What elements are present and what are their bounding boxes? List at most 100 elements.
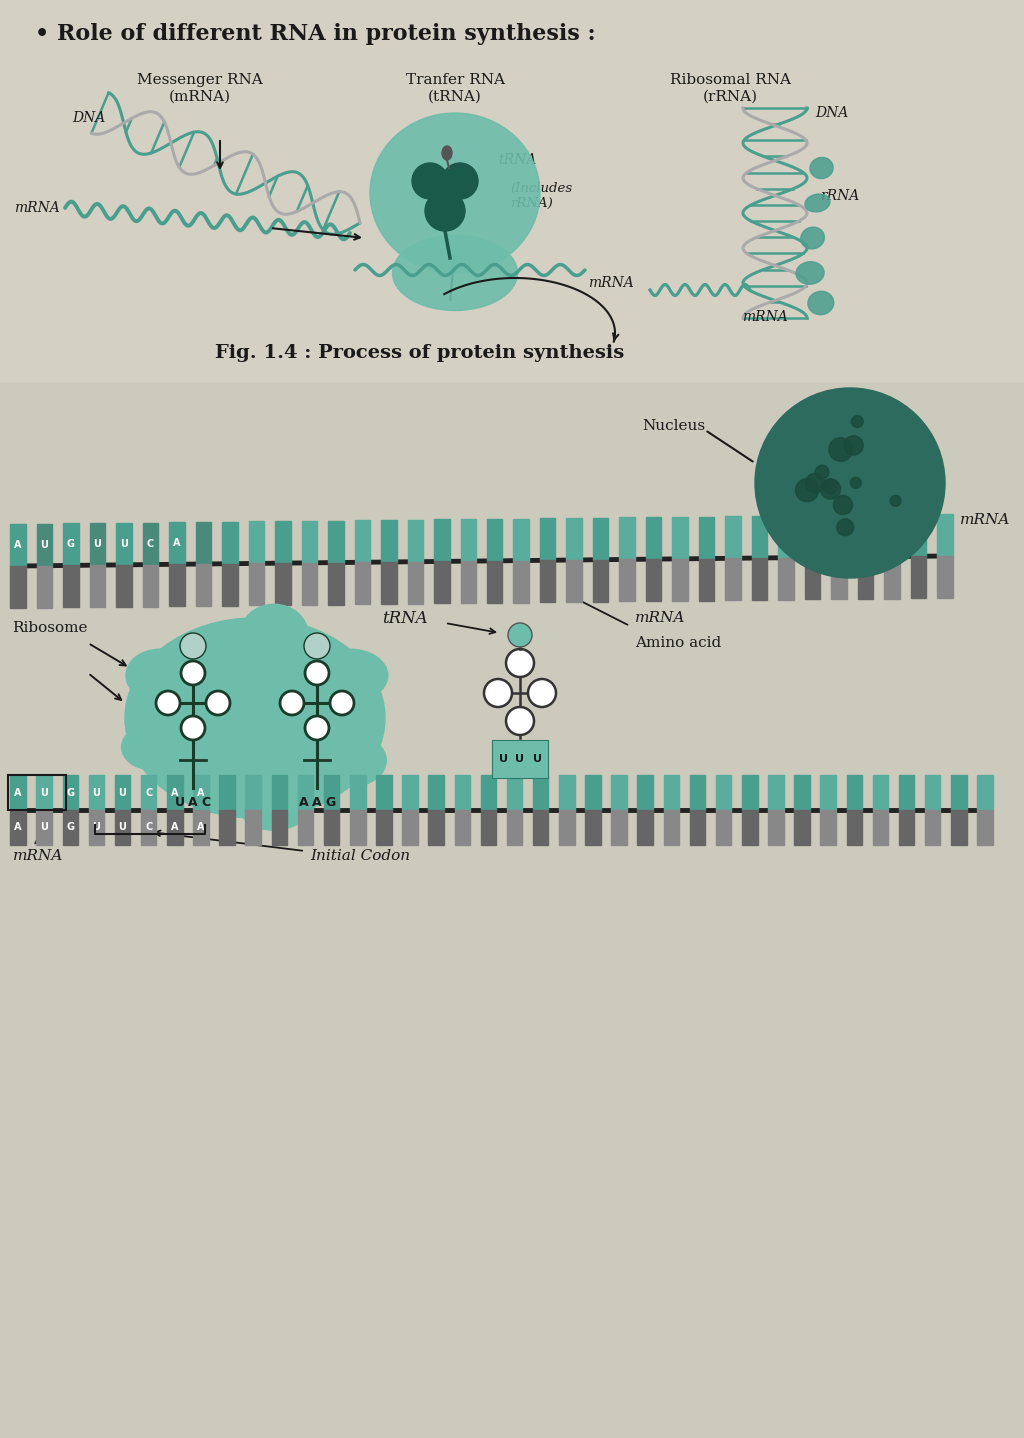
Bar [434, 519, 450, 561]
Ellipse shape [370, 114, 540, 273]
Bar [10, 567, 26, 608]
Bar [673, 516, 688, 559]
Bar [461, 561, 476, 603]
Bar [638, 775, 653, 810]
Text: G: G [67, 823, 75, 833]
Bar [673, 559, 688, 601]
Bar [858, 557, 873, 598]
Circle shape [850, 477, 861, 489]
Bar [872, 775, 888, 810]
Text: Nucleus: Nucleus [642, 418, 705, 433]
Bar [885, 515, 900, 557]
Ellipse shape [392, 236, 517, 311]
Bar [271, 775, 287, 810]
Bar [690, 810, 706, 846]
Bar [169, 564, 184, 607]
Circle shape [506, 707, 534, 735]
Circle shape [484, 679, 512, 707]
Bar [246, 810, 261, 846]
Text: mRNA: mRNA [635, 611, 685, 626]
Bar [324, 810, 339, 846]
Bar [540, 561, 555, 603]
Circle shape [181, 661, 205, 684]
Bar [586, 775, 601, 810]
Circle shape [206, 692, 230, 715]
Bar [768, 810, 783, 846]
Bar [513, 519, 529, 561]
Text: A: A [198, 823, 205, 833]
Bar [141, 775, 157, 810]
Bar [455, 810, 470, 846]
Bar [778, 516, 794, 558]
Circle shape [180, 633, 206, 659]
Circle shape [181, 716, 205, 741]
Bar [698, 516, 715, 558]
Ellipse shape [237, 774, 311, 830]
Text: A: A [14, 788, 22, 798]
Bar [620, 559, 635, 601]
Circle shape [506, 649, 534, 677]
Circle shape [156, 692, 180, 715]
Bar [428, 775, 444, 810]
Text: mRNA: mRNA [13, 848, 63, 863]
Bar [461, 519, 476, 561]
Bar [698, 558, 715, 601]
Text: U: U [119, 823, 127, 833]
Bar [402, 810, 418, 846]
Bar [37, 775, 52, 810]
Bar [302, 562, 317, 605]
Bar [742, 775, 758, 810]
Text: A: A [14, 541, 22, 549]
Bar [977, 810, 992, 846]
Text: Tranfer RNA
(tRNA): Tranfer RNA (tRNA) [406, 73, 505, 104]
Circle shape [851, 416, 863, 427]
Bar [275, 521, 291, 564]
Bar [532, 810, 549, 846]
Text: U: U [119, 788, 127, 798]
Ellipse shape [312, 649, 388, 702]
Bar [219, 810, 234, 846]
Bar [847, 810, 862, 846]
Bar [925, 810, 940, 846]
Circle shape [820, 479, 841, 499]
Bar [62, 775, 78, 810]
Bar [937, 513, 952, 557]
Text: U: U [92, 823, 100, 833]
Bar [328, 521, 344, 562]
Bar [246, 775, 261, 810]
Bar [63, 523, 79, 565]
Circle shape [844, 436, 863, 454]
Bar [90, 565, 105, 607]
Bar [507, 775, 522, 810]
Circle shape [304, 633, 330, 659]
Bar [872, 810, 888, 846]
Circle shape [412, 162, 449, 198]
Bar [142, 522, 158, 565]
Bar [354, 562, 370, 604]
Bar [885, 557, 900, 598]
Text: U: U [499, 754, 508, 764]
Bar [492, 741, 548, 778]
Bar [805, 515, 820, 558]
Text: mRNA: mRNA [14, 201, 60, 216]
Bar [513, 561, 529, 603]
Circle shape [890, 496, 901, 506]
Bar [805, 558, 820, 600]
Bar [752, 516, 767, 558]
Circle shape [305, 661, 329, 684]
Circle shape [508, 623, 532, 647]
Ellipse shape [318, 736, 382, 785]
Bar [646, 559, 662, 601]
Text: C: C [145, 788, 153, 798]
Text: C: C [202, 797, 211, 810]
Bar [324, 775, 339, 810]
Bar [820, 775, 836, 810]
Bar [480, 810, 497, 846]
Bar [820, 810, 836, 846]
Text: (Includes
rRNA): (Includes rRNA) [510, 183, 572, 210]
Ellipse shape [805, 194, 830, 211]
Ellipse shape [442, 147, 452, 160]
Bar [742, 810, 758, 846]
Ellipse shape [810, 157, 834, 178]
Text: U: U [93, 539, 101, 549]
